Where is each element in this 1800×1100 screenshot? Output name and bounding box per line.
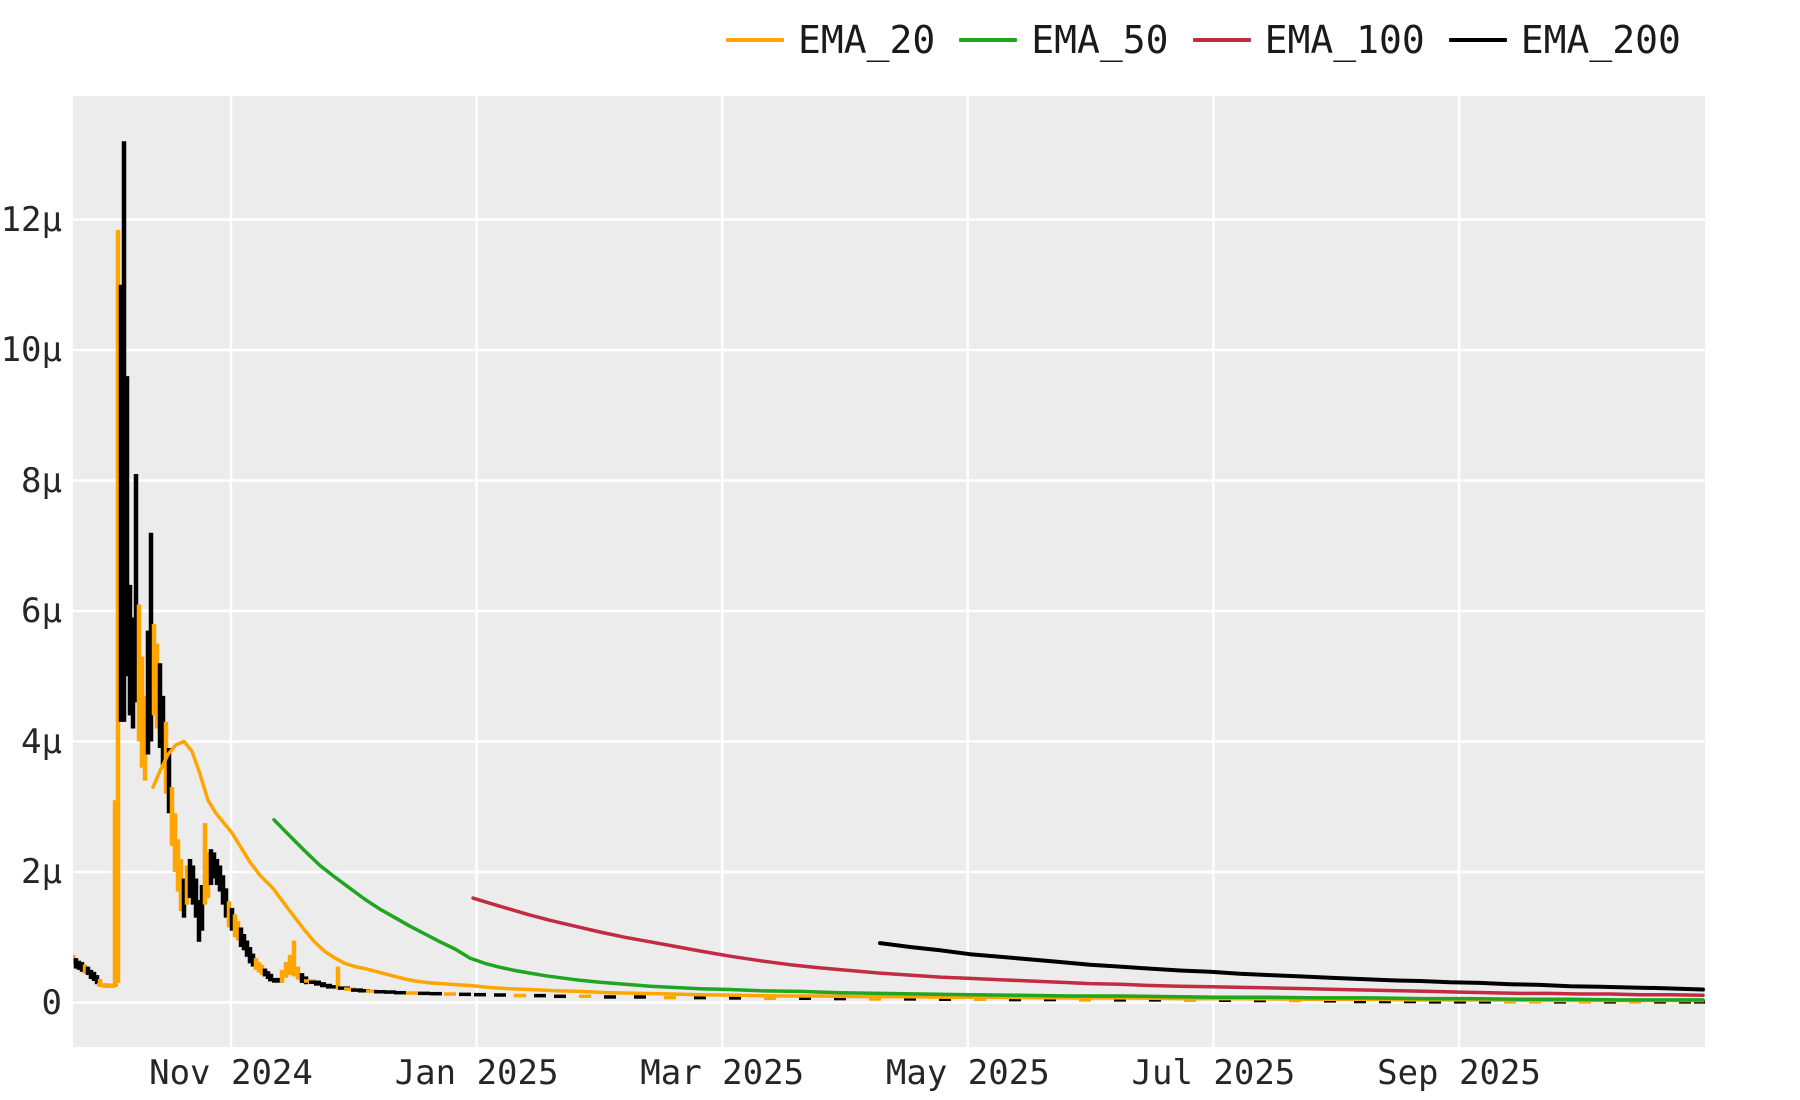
legend-item-ema20: EMA_20 <box>726 20 935 60</box>
x-tick-label: May 2025 <box>885 1053 1050 1093</box>
y-tick-label: 4µ <box>21 721 62 762</box>
plot-area <box>73 96 1705 1047</box>
y-tick-label: 10µ <box>0 330 62 370</box>
legend-line-swatch-ema100 <box>1192 38 1251 42</box>
legend-label-ema20: EMA_20 <box>798 18 936 62</box>
x-tick-label: Mar 2025 <box>640 1053 805 1093</box>
legend: EMA_20 EMA_50 EMA_100 EMA_200 <box>726 20 1705 60</box>
y-tick-label: 6µ <box>21 591 62 631</box>
ema-line-ema_20 <box>151 739 1705 1003</box>
legend-line-swatch-ema20 <box>726 38 784 42</box>
legend-label-ema100: EMA_100 <box>1264 18 1425 62</box>
legend-item-ema200: EMA_200 <box>1448 18 1681 62</box>
x-tick-label: Jan 2025 <box>394 1053 559 1093</box>
legend-item-ema100: EMA_100 <box>1192 18 1425 62</box>
y-tick-label: 8µ <box>21 460 62 501</box>
ema-line-ema_50 <box>272 818 1705 1002</box>
legend-label-ema50: EMA_50 <box>1031 18 1169 62</box>
legend-item-ema50: EMA_50 <box>959 18 1169 62</box>
ema-line-ema_200 <box>878 941 1705 992</box>
x-tick-label: Sep 2025 <box>1377 1053 1541 1093</box>
y-tick-label: 2µ <box>21 852 62 892</box>
x-tick-label: Jul 2025 <box>1131 1053 1296 1093</box>
legend-line-swatch-ema200 <box>1448 38 1507 42</box>
x-tick-label: Nov 2024 <box>149 1053 313 1093</box>
legend-label-ema200: EMA_200 <box>1520 18 1681 62</box>
y-tick-label: 0 <box>41 982 62 1023</box>
ema-line-ema_100 <box>471 896 1705 998</box>
legend-line-swatch-ema50 <box>959 38 1018 42</box>
y-tick-label: 12µ <box>0 199 62 240</box>
